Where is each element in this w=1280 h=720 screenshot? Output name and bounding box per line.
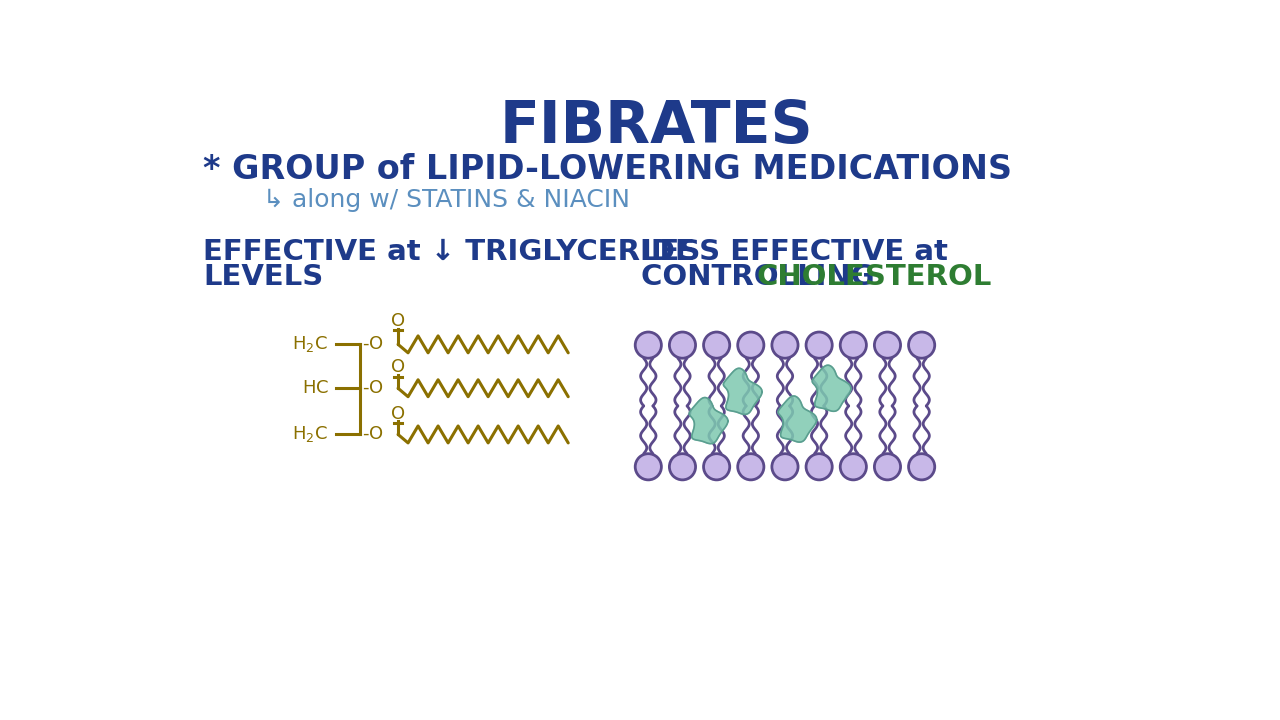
Circle shape	[737, 454, 764, 480]
Circle shape	[772, 332, 797, 359]
Text: -O: -O	[362, 336, 383, 354]
Text: EFFECTIVE at ↓ TRIGLYCERIDE: EFFECTIVE at ↓ TRIGLYCERIDE	[204, 238, 695, 266]
Text: CHOLESTEROL: CHOLESTEROL	[756, 264, 992, 292]
Circle shape	[737, 332, 764, 359]
Polygon shape	[723, 369, 762, 415]
Circle shape	[909, 454, 934, 480]
Circle shape	[909, 332, 934, 359]
Text: LESS EFFECTIVE at: LESS EFFECTIVE at	[640, 238, 947, 266]
Text: -O: -O	[362, 379, 383, 397]
Circle shape	[840, 454, 867, 480]
Text: -O: -O	[362, 426, 383, 444]
Text: O: O	[390, 359, 404, 377]
Text: * GROUP of LIPID-LOWERING MEDICATIONS: * GROUP of LIPID-LOWERING MEDICATIONS	[204, 153, 1012, 186]
Circle shape	[806, 332, 832, 359]
Circle shape	[704, 332, 730, 359]
Text: $\mathsf{HC}$: $\mathsf{HC}$	[302, 379, 329, 397]
Circle shape	[669, 332, 695, 359]
Text: O: O	[390, 405, 404, 423]
Polygon shape	[813, 365, 851, 411]
Circle shape	[669, 454, 695, 480]
Polygon shape	[689, 397, 728, 444]
Circle shape	[874, 454, 901, 480]
Text: LEVELS: LEVELS	[204, 264, 324, 292]
Circle shape	[772, 454, 797, 480]
Text: CONTROLLING: CONTROLLING	[640, 264, 884, 292]
Text: $\mathsf{H_2C}$: $\mathsf{H_2C}$	[292, 334, 328, 354]
Circle shape	[874, 332, 901, 359]
Circle shape	[635, 332, 662, 359]
Text: FIBRATES: FIBRATES	[499, 98, 813, 155]
Circle shape	[635, 454, 662, 480]
Text: $\mathsf{H_2C}$: $\mathsf{H_2C}$	[292, 424, 328, 444]
Circle shape	[704, 454, 730, 480]
Polygon shape	[778, 396, 817, 442]
Circle shape	[840, 332, 867, 359]
Text: O: O	[390, 312, 404, 330]
Text: ↳ along w/ STATINS & NIACIN: ↳ along w/ STATINS & NIACIN	[264, 189, 630, 212]
Circle shape	[806, 454, 832, 480]
